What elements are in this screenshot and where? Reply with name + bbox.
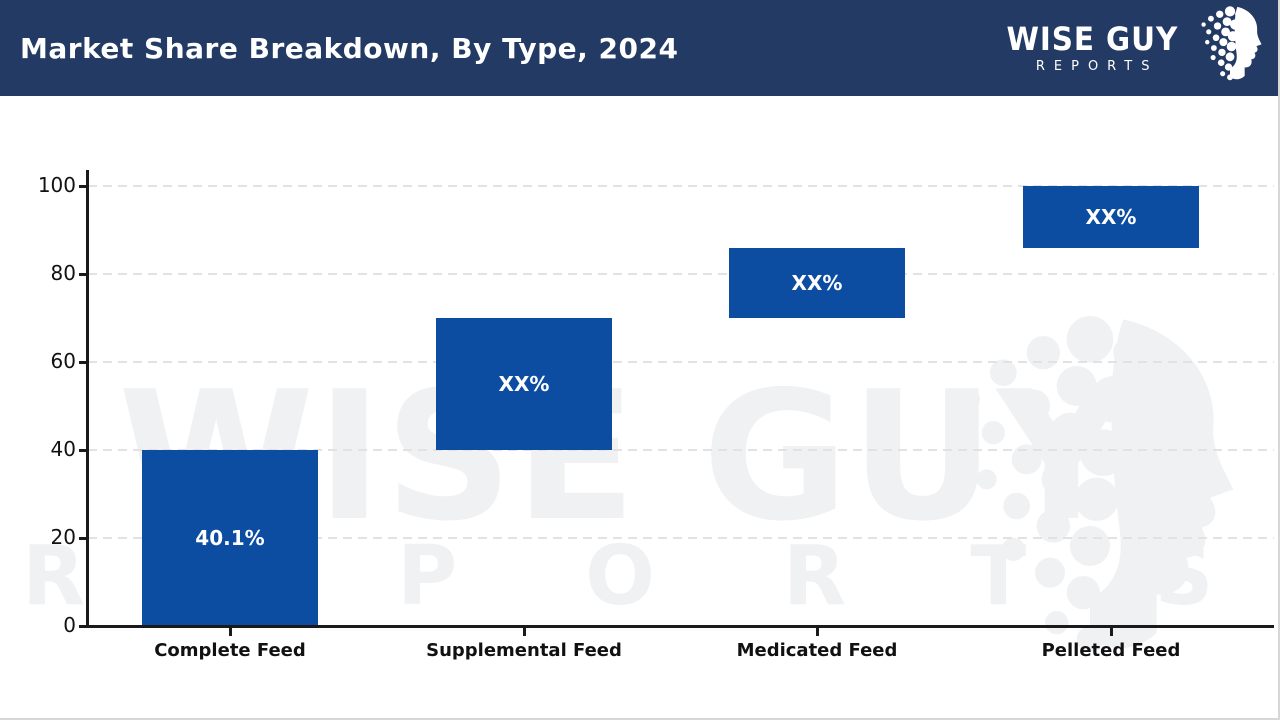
logo-wordmark: WISE GUY bbox=[1006, 20, 1179, 58]
wiseguy-logo: WISE GUY REPORTS bbox=[999, 4, 1270, 92]
y-axis-spine bbox=[86, 170, 89, 627]
y-tick-label: 0 bbox=[63, 613, 76, 637]
y-tick-label: 100 bbox=[37, 173, 76, 197]
y-tick-mark bbox=[79, 448, 86, 452]
x-tick-mark bbox=[522, 628, 526, 636]
gridline bbox=[88, 537, 1274, 539]
bar-value-label: 40.1% bbox=[195, 525, 265, 550]
y-tick-mark bbox=[79, 184, 86, 188]
bar-value-label: XX% bbox=[791, 270, 843, 295]
bar-supplemental-feed: XX% bbox=[436, 318, 612, 450]
x-tick-mark bbox=[228, 628, 232, 636]
logo-text: WISE GUY REPORTS bbox=[999, 23, 1186, 73]
chart: WISE GUY REPORTS 0 20 40 60 80 100 40.1% Comple… bbox=[0, 96, 1278, 718]
x-tick-label: Complete Feed bbox=[154, 640, 306, 661]
gridline bbox=[88, 185, 1274, 187]
gridline bbox=[88, 449, 1274, 451]
bar-value-label: XX% bbox=[498, 371, 550, 396]
y-tick-label: 80 bbox=[50, 261, 76, 285]
y-tick-label: 60 bbox=[50, 349, 76, 373]
y-tick-label: 40 bbox=[50, 437, 76, 461]
logo-subtitle: REPORTS bbox=[1035, 59, 1159, 74]
x-tick-label: Medicated Feed bbox=[736, 640, 898, 661]
bar-value-label: XX% bbox=[1085, 204, 1137, 229]
y-tick-mark bbox=[79, 360, 86, 364]
gridline bbox=[88, 361, 1274, 363]
page-title: Market Share Breakdown, By Type, 2024 bbox=[20, 31, 679, 65]
gridline bbox=[88, 273, 1274, 275]
bar-complete-feed: 40.1% bbox=[142, 449, 318, 626]
bar-medicated-feed: XX% bbox=[729, 247, 905, 318]
x-tick-mark bbox=[815, 628, 819, 636]
header: Market Share Breakdown, By Type, 2024 WI… bbox=[0, 0, 1278, 96]
y-tick-mark bbox=[79, 272, 86, 276]
x-tick-label: Pelleted Feed bbox=[1041, 640, 1181, 661]
y-tick-mark bbox=[79, 536, 86, 540]
bar-pelleted-feed: XX% bbox=[1023, 186, 1199, 248]
x-tick-label: Supplemental Feed bbox=[426, 640, 622, 661]
x-tick-mark bbox=[1109, 628, 1113, 636]
y-tick-label: 20 bbox=[50, 525, 76, 549]
x-axis-spine bbox=[86, 625, 1274, 628]
y-tick-mark bbox=[79, 624, 86, 628]
dotted-head-icon bbox=[1190, 4, 1270, 92]
